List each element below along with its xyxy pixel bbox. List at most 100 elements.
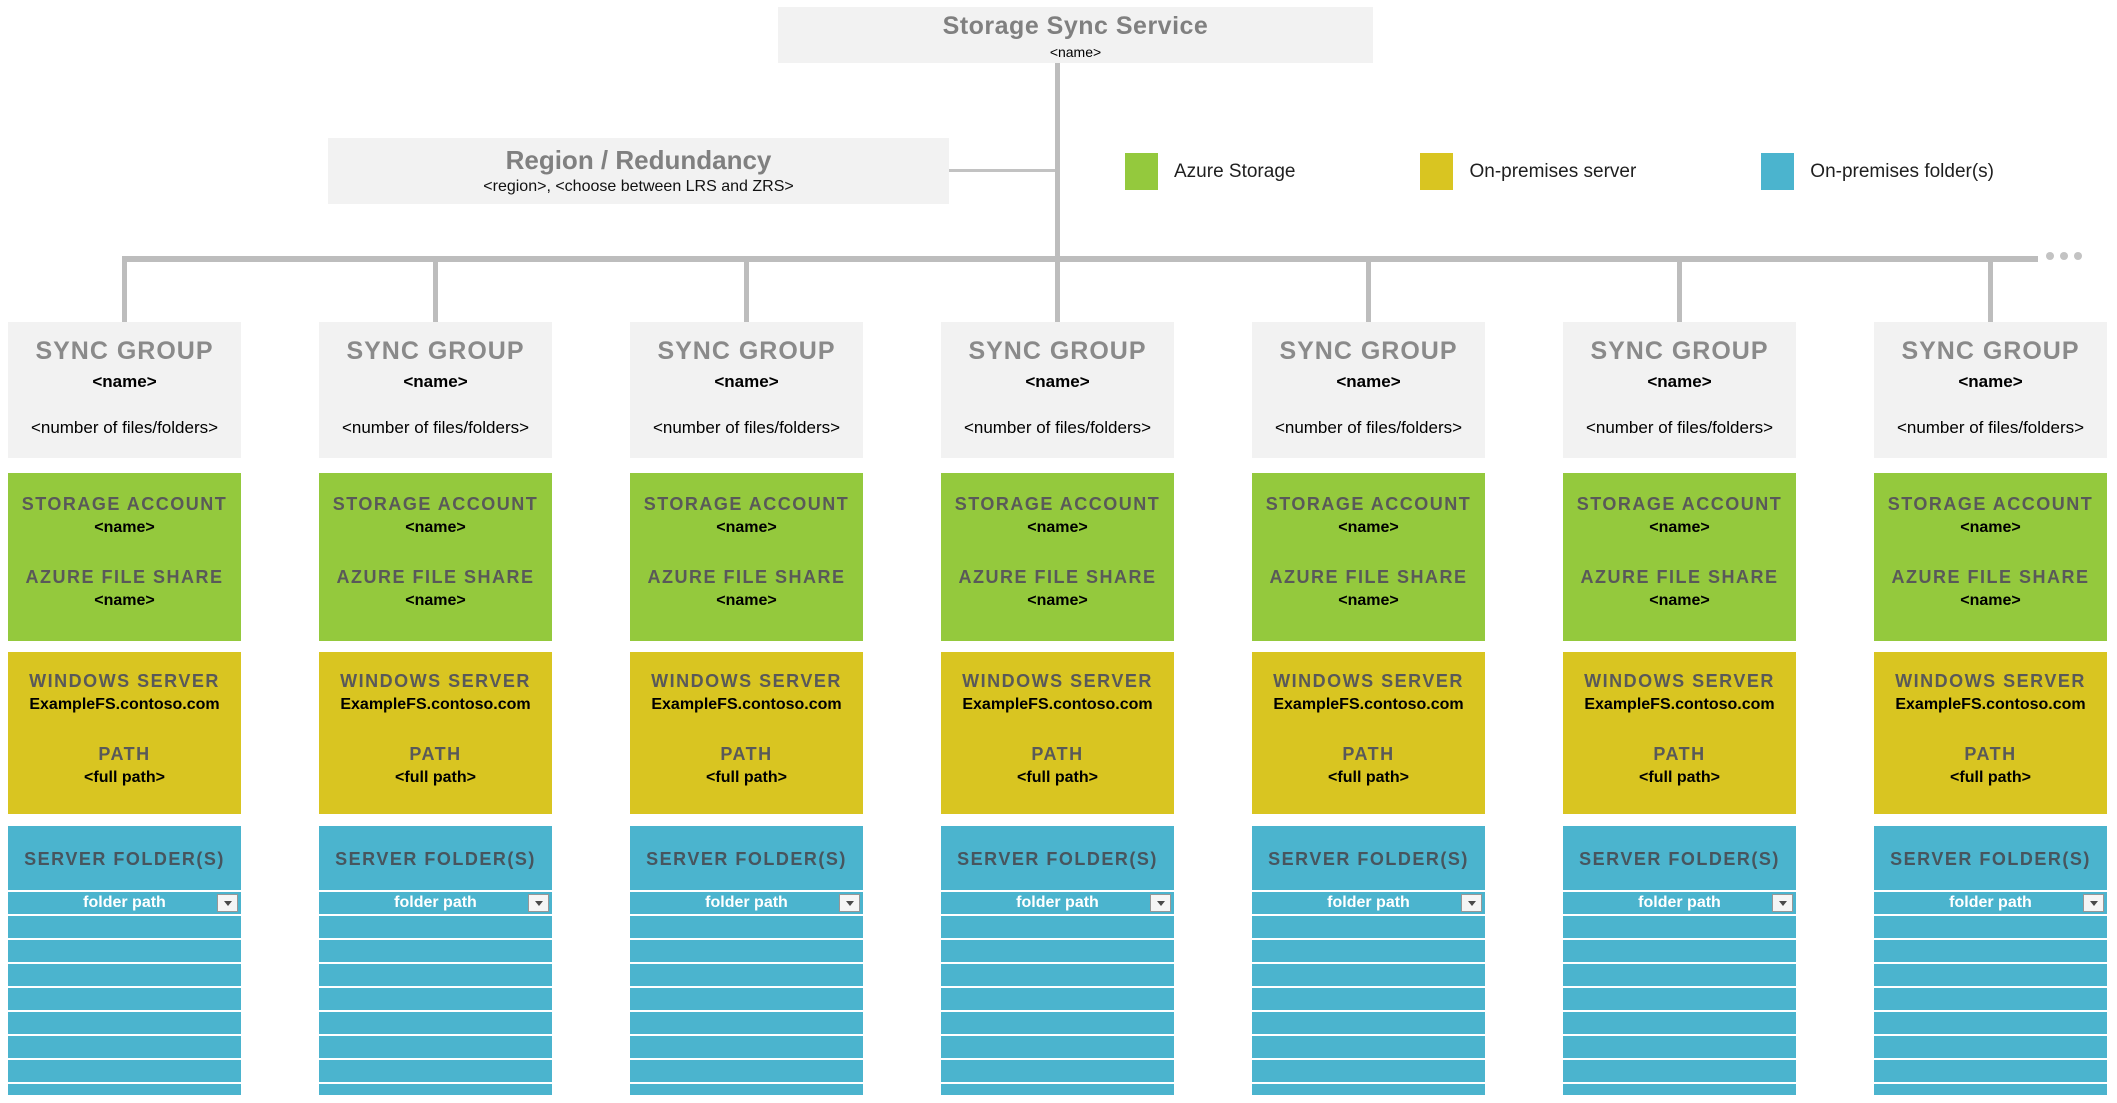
- server-folders-box: SERVER FOLDER(S) folder path: [630, 826, 863, 1095]
- folder-row-empty[interactable]: [319, 914, 552, 938]
- azure-file-share-name: <name>: [716, 592, 777, 609]
- folder-row-empty[interactable]: [1563, 1010, 1796, 1034]
- folder-path-dropdown-button[interactable]: [1150, 894, 1171, 912]
- folder-row-empty[interactable]: [319, 938, 552, 962]
- folder-path-dropdown-button[interactable]: [528, 894, 549, 912]
- folder-row-empty[interactable]: [630, 962, 863, 986]
- folder-row-empty[interactable]: [319, 986, 552, 1010]
- folder-row-empty[interactable]: [319, 1010, 552, 1034]
- folder-row-empty[interactable]: [941, 1034, 1174, 1058]
- folder-row-empty[interactable]: [1874, 914, 2107, 938]
- windows-server-name: ExampleFS.contoso.com: [1273, 696, 1464, 713]
- folder-row-empty[interactable]: [630, 986, 863, 1010]
- connector-trunk-horizontal: [122, 256, 2038, 262]
- azure-file-share-label: AZURE FILE SHARE: [1891, 567, 2090, 587]
- folder-row-empty[interactable]: [8, 962, 241, 986]
- windows-server-name: ExampleFS.contoso.com: [962, 696, 1153, 713]
- folder-row-empty[interactable]: [8, 986, 241, 1010]
- folder-row-empty[interactable]: [1563, 1034, 1796, 1058]
- folder-row-empty[interactable]: [941, 962, 1174, 986]
- folder-row-empty[interactable]: [8, 914, 241, 938]
- folder-row-empty[interactable]: [941, 1010, 1174, 1034]
- windows-server-label: WINDOWS SERVER: [340, 671, 531, 691]
- folder-row-empty[interactable]: [1252, 914, 1485, 938]
- folder-row-empty[interactable]: [941, 914, 1174, 938]
- folder-row-empty[interactable]: [319, 962, 552, 986]
- folder-row-empty[interactable]: [319, 1034, 552, 1058]
- sync-group-count: <number of files/folders>: [1896, 418, 2085, 437]
- folder-rows: folder path: [941, 890, 1174, 1095]
- folder-row-empty[interactable]: [630, 1010, 863, 1034]
- folder-row-empty[interactable]: [1252, 986, 1485, 1010]
- folder-row-empty[interactable]: [941, 1058, 1174, 1082]
- folder-path-cell[interactable]: folder path: [941, 890, 1174, 914]
- folder-row-empty[interactable]: [1252, 962, 1485, 986]
- folder-row-empty[interactable]: [8, 1010, 241, 1034]
- folder-path-dropdown-button[interactable]: [217, 894, 238, 912]
- folder-path-dropdown-button[interactable]: [839, 894, 860, 912]
- server-folders-label: SERVER FOLDER(S): [1579, 849, 1780, 869]
- folder-row-empty[interactable]: [1563, 962, 1796, 986]
- folder-row-empty[interactable]: [1874, 986, 2107, 1010]
- folder-row-empty[interactable]: [630, 1034, 863, 1058]
- folder-row-empty[interactable]: [630, 914, 863, 938]
- azure-file-share-label: AZURE FILE SHARE: [336, 567, 535, 587]
- region-redundancy-subtitle: <region>, <choose between LRS and ZRS>: [483, 178, 794, 195]
- folder-path-cell[interactable]: folder path: [1874, 890, 2107, 914]
- folder-row-empty[interactable]: [8, 1058, 241, 1082]
- folder-row-empty[interactable]: [8, 1034, 241, 1058]
- folder-row-empty[interactable]: [319, 1058, 552, 1082]
- storage-account-label: STORAGE ACCOUNT: [954, 494, 1161, 514]
- folder-row-empty[interactable]: [630, 1058, 863, 1082]
- folder-path-cell[interactable]: folder path: [1252, 890, 1485, 914]
- connector-root-vertical: [1055, 63, 1060, 262]
- storage-account-name: <name>: [1027, 519, 1088, 536]
- folder-row-partial: [1252, 1082, 1485, 1095]
- sync-group-title: SYNC GROUP: [1590, 337, 1769, 365]
- folder-row-empty[interactable]: [1874, 962, 2107, 986]
- folder-row-empty[interactable]: [1874, 1058, 2107, 1082]
- folder-path-dropdown-button[interactable]: [2083, 894, 2104, 912]
- folder-path-dropdown-button[interactable]: [1772, 894, 1793, 912]
- storage-account-name: <name>: [716, 519, 777, 536]
- folder-row-empty[interactable]: [1252, 1058, 1485, 1082]
- sync-group-name: <name>: [714, 372, 779, 391]
- sync-group-name: <name>: [92, 372, 157, 391]
- sync-group-box: SYNC GROUP <name> <number of files/folde…: [1252, 322, 1485, 458]
- path-label: PATH: [1964, 744, 2017, 764]
- sync-group-name: <name>: [1025, 372, 1090, 391]
- folder-row-empty[interactable]: [1563, 1058, 1796, 1082]
- windows-server-label: WINDOWS SERVER: [1273, 671, 1464, 691]
- folder-row-empty[interactable]: [1874, 1034, 2107, 1058]
- folder-row-empty[interactable]: [1874, 1010, 2107, 1034]
- azure-storage-box: STORAGE ACCOUNT <name> AZURE FILE SHARE …: [1563, 473, 1796, 641]
- folder-row-empty[interactable]: [941, 938, 1174, 962]
- folder-path-cell[interactable]: folder path: [8, 890, 241, 914]
- path-value: <full path>: [1639, 769, 1720, 786]
- server-folders-label: SERVER FOLDER(S): [335, 849, 536, 869]
- folder-row-empty[interactable]: [8, 938, 241, 962]
- server-folders-header: SERVER FOLDER(S): [8, 826, 241, 890]
- sync-group-box: SYNC GROUP <name> <number of files/folde…: [8, 322, 241, 458]
- folder-row-empty[interactable]: [1563, 938, 1796, 962]
- folder-row-empty[interactable]: [1874, 938, 2107, 962]
- folder-path-cell[interactable]: folder path: [630, 890, 863, 914]
- folder-row-empty[interactable]: [1252, 1034, 1485, 1058]
- folder-row-empty[interactable]: [1252, 938, 1485, 962]
- folder-path-value: folder path: [1638, 894, 1721, 911]
- folder-path-cell[interactable]: folder path: [319, 890, 552, 914]
- folder-path-value: folder path: [1016, 894, 1099, 911]
- folder-row-empty[interactable]: [1252, 1010, 1485, 1034]
- server-folders-box: SERVER FOLDER(S) folder path: [941, 826, 1174, 1095]
- storage-account-label: STORAGE ACCOUNT: [332, 494, 539, 514]
- connector-drop-1: [122, 262, 127, 322]
- folder-row-empty[interactable]: [1563, 986, 1796, 1010]
- folder-row-empty[interactable]: [1563, 914, 1796, 938]
- folder-path-cell[interactable]: folder path: [1563, 890, 1796, 914]
- path-label: PATH: [1653, 744, 1706, 764]
- folder-row-empty[interactable]: [941, 986, 1174, 1010]
- sync-group-title: SYNC GROUP: [657, 337, 836, 365]
- folder-path-dropdown-button[interactable]: [1461, 894, 1482, 912]
- folder-rows: folder path: [1563, 890, 1796, 1095]
- folder-row-empty[interactable]: [630, 938, 863, 962]
